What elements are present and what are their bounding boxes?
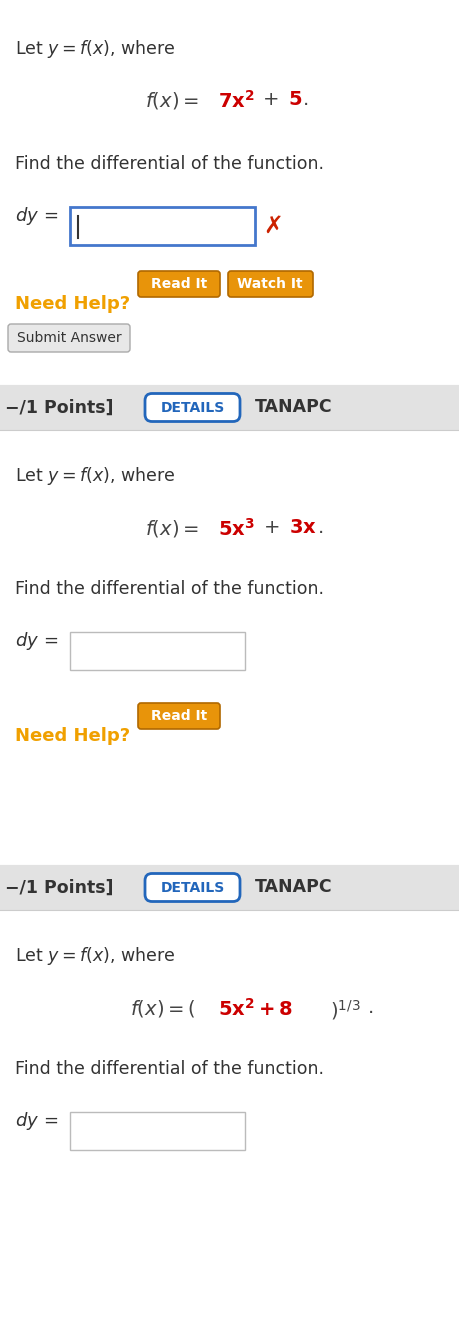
Text: Submit Answer: Submit Answer bbox=[17, 331, 121, 344]
Text: $\mathbf{7x^2}$: $\mathbf{7x^2}$ bbox=[218, 90, 254, 112]
Text: Let $y = f(x)$, where: Let $y = f(x)$, where bbox=[15, 465, 175, 487]
Text: $)^{1/3}$: $)^{1/3}$ bbox=[329, 998, 360, 1021]
FancyBboxPatch shape bbox=[70, 207, 254, 245]
Text: Find the differential of the function.: Find the differential of the function. bbox=[15, 156, 323, 173]
Text: Need Help?: Need Help? bbox=[15, 295, 130, 313]
Text: Need Help?: Need Help? bbox=[15, 728, 130, 745]
FancyBboxPatch shape bbox=[138, 704, 219, 729]
FancyBboxPatch shape bbox=[70, 632, 245, 670]
Text: $.$: $.$ bbox=[302, 90, 313, 109]
FancyBboxPatch shape bbox=[8, 325, 130, 352]
Text: $f(x) = $: $f(x) = $ bbox=[145, 90, 198, 110]
FancyBboxPatch shape bbox=[0, 910, 459, 1330]
Text: $f(x) = $: $f(x) = $ bbox=[145, 517, 198, 539]
Text: $\mathbf{5x^3}$: $\mathbf{5x^3}$ bbox=[218, 517, 254, 540]
Text: $.$: $.$ bbox=[366, 998, 378, 1017]
Text: TANAPC: TANAPC bbox=[254, 879, 332, 896]
Text: Find the differential of the function.: Find the differential of the function. bbox=[15, 580, 323, 598]
Text: $dy\,=$: $dy\,=$ bbox=[15, 1111, 58, 1132]
FancyBboxPatch shape bbox=[0, 0, 459, 384]
Text: $ + $: $ + $ bbox=[262, 90, 278, 109]
Text: Let $y = f(x)$, where: Let $y = f(x)$, where bbox=[15, 946, 175, 967]
FancyBboxPatch shape bbox=[70, 1112, 245, 1150]
FancyBboxPatch shape bbox=[0, 384, 459, 430]
Text: TANAPC: TANAPC bbox=[254, 399, 332, 416]
Text: Read It: Read It bbox=[151, 277, 207, 291]
Text: $\mathbf{5x^2 + 8}$: $\mathbf{5x^2 + 8}$ bbox=[218, 998, 292, 1020]
FancyBboxPatch shape bbox=[0, 430, 459, 864]
Text: −/1 Points]: −/1 Points] bbox=[5, 399, 113, 416]
Text: $\mathbf{5}$: $\mathbf{5}$ bbox=[287, 90, 302, 109]
Text: DETAILS: DETAILS bbox=[160, 400, 224, 415]
FancyBboxPatch shape bbox=[145, 394, 240, 422]
Text: Watch It: Watch It bbox=[237, 277, 302, 291]
Text: Let $y = f(x)$, where: Let $y = f(x)$, where bbox=[15, 39, 175, 60]
Text: $.$: $.$ bbox=[316, 517, 328, 537]
FancyBboxPatch shape bbox=[228, 271, 312, 297]
Text: ✗: ✗ bbox=[263, 214, 282, 238]
Text: $dy\,=$: $dy\,=$ bbox=[15, 630, 58, 652]
FancyBboxPatch shape bbox=[145, 874, 240, 902]
Text: $\mathbf{3x}$: $\mathbf{3x}$ bbox=[288, 517, 316, 537]
Text: DETAILS: DETAILS bbox=[160, 880, 224, 895]
Text: $ + $: $ + $ bbox=[263, 517, 279, 537]
Text: Find the differential of the function.: Find the differential of the function. bbox=[15, 1060, 323, 1079]
Text: −/1 Points]: −/1 Points] bbox=[5, 879, 113, 896]
Text: $dy\,=$: $dy\,=$ bbox=[15, 205, 58, 227]
Text: $f(x) = ($: $f(x) = ($ bbox=[130, 998, 195, 1019]
FancyBboxPatch shape bbox=[138, 271, 219, 297]
FancyBboxPatch shape bbox=[0, 864, 459, 910]
Text: Read It: Read It bbox=[151, 709, 207, 724]
